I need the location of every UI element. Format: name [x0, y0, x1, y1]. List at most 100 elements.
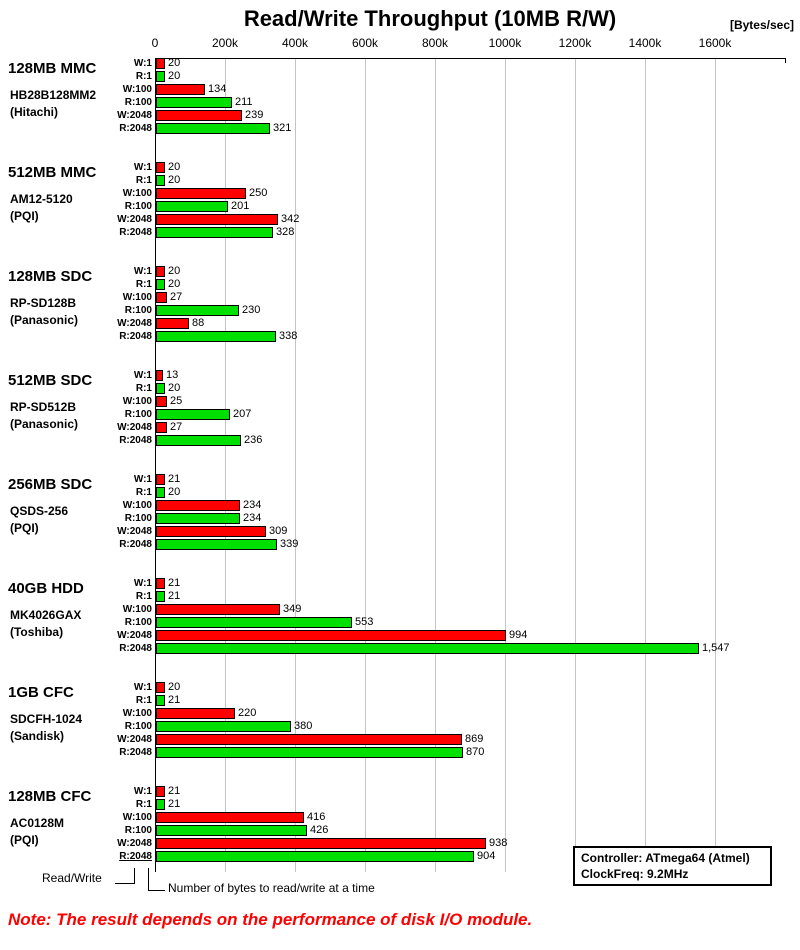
bar-value-label: 20: [168, 486, 181, 498]
bar-write: [156, 292, 167, 303]
row-label: W:100: [122, 292, 152, 303]
row-label: R:100: [124, 305, 152, 316]
group-maker: (Toshiba): [10, 625, 64, 639]
row-label: W:1: [133, 578, 152, 589]
gridline: [365, 59, 366, 872]
x-tick-label: 800k: [421, 36, 449, 50]
bar-read: [156, 409, 230, 420]
bar-value-label: 1,547: [702, 642, 730, 654]
x-tick-label: 1400k: [628, 36, 662, 50]
row-label: W:1: [133, 162, 152, 173]
row-label: R:1: [135, 799, 152, 810]
bar-write: [156, 682, 165, 693]
group-model: SDCFH-1024: [10, 712, 83, 726]
row-label: R:100: [124, 825, 152, 836]
x-tick-label: 200k: [211, 36, 239, 50]
row-label: W:100: [122, 812, 152, 823]
bar-read: [156, 591, 165, 602]
row-label: W:2048: [117, 526, 152, 537]
bar-value-label: 20: [168, 161, 181, 173]
legend-bracket-bytes: [148, 868, 165, 891]
bar-value-label: 938: [489, 837, 508, 849]
bar-value-label: 339: [280, 538, 299, 550]
bar-read: [156, 513, 240, 524]
group-maker: (PQI): [10, 521, 39, 535]
controller-line: Controller: ATmega64 (Atmel): [581, 851, 750, 865]
x-tick-label: 1600k: [698, 36, 732, 50]
bar-value-label: 13: [166, 369, 179, 381]
bar-read: [156, 435, 241, 446]
bar-read: [156, 695, 165, 706]
gridline: [435, 59, 436, 872]
row-label: R:2048: [119, 123, 152, 134]
group-maker: (Panasonic): [10, 313, 79, 327]
row-label: R:1: [135, 591, 152, 602]
bar-read: [156, 201, 228, 212]
row-label: R:2048: [119, 331, 152, 342]
group-maker: (Panasonic): [10, 417, 79, 431]
bar-value-label: 250: [249, 187, 268, 199]
x-tick-label: 1000k: [488, 36, 522, 50]
bar-read: [156, 721, 291, 732]
bar-value-label: 994: [509, 629, 528, 641]
row-label: R:100: [124, 513, 152, 524]
bar-write: [156, 422, 167, 433]
bar-value-label: 426: [310, 824, 329, 836]
bar-write: [156, 474, 165, 485]
bar-read: [156, 643, 699, 654]
bar-read: [156, 851, 474, 862]
bar-value-label: 20: [168, 70, 181, 82]
bar-read: [156, 539, 277, 550]
group-maker: (PQI): [10, 209, 39, 223]
group-name: 128MB CFC: [8, 788, 92, 805]
bar-value-label: 321: [273, 122, 292, 134]
bar-write: [156, 578, 165, 589]
row-label: W:1: [133, 58, 152, 69]
bar-value-label: 230: [242, 304, 261, 316]
group-name: 128MB SDC: [8, 268, 93, 285]
bar-read: [156, 799, 165, 810]
row-label: W:100: [122, 84, 152, 95]
bar-value-label: 338: [279, 330, 298, 342]
bar-value-label: 220: [238, 707, 257, 719]
bar-write: [156, 318, 189, 329]
bar-write: [156, 786, 165, 797]
bar-read: [156, 175, 165, 186]
row-label: W:2048: [117, 110, 152, 121]
row-label: R:1: [135, 279, 152, 290]
bar-write: [156, 526, 266, 537]
x-axis-end-tick: [785, 59, 786, 63]
bar-write: [156, 734, 462, 745]
gridline: [505, 59, 506, 872]
bar-value-label: 20: [168, 174, 181, 186]
bar-read: [156, 97, 232, 108]
bar-write: [156, 708, 235, 719]
row-label: W:2048: [117, 214, 152, 225]
bar-write: [156, 370, 163, 381]
group-name: 40GB HDD: [8, 580, 84, 597]
gridline: [295, 59, 296, 872]
bar-value-label: 25: [170, 395, 183, 407]
bar-value-label: 20: [168, 265, 181, 277]
group-maker: (PQI): [10, 833, 39, 847]
legend-read-write-label: Read/Write: [42, 871, 102, 885]
bar-value-label: 904: [477, 850, 496, 862]
bar-value-label: 342: [281, 213, 300, 225]
bar-read: [156, 305, 239, 316]
row-label: R:1: [135, 695, 152, 706]
bar-write: [156, 604, 280, 615]
bar-value-label: 21: [168, 473, 181, 485]
note-text: Note: The result depends on the performa…: [8, 910, 533, 929]
bar-value-label: 207: [233, 408, 252, 420]
row-label: W:2048: [117, 630, 152, 641]
row-label: W:2048: [117, 838, 152, 849]
bar-write: [156, 188, 246, 199]
bar-read: [156, 279, 165, 290]
bar-read: [156, 227, 273, 238]
group-name: 512MB MMC: [8, 164, 97, 181]
row-label: W:100: [122, 188, 152, 199]
group-name: 512MB SDC: [8, 372, 93, 389]
group-maker: (Sandisk): [10, 729, 65, 743]
x-tick-label: 1200k: [558, 36, 592, 50]
